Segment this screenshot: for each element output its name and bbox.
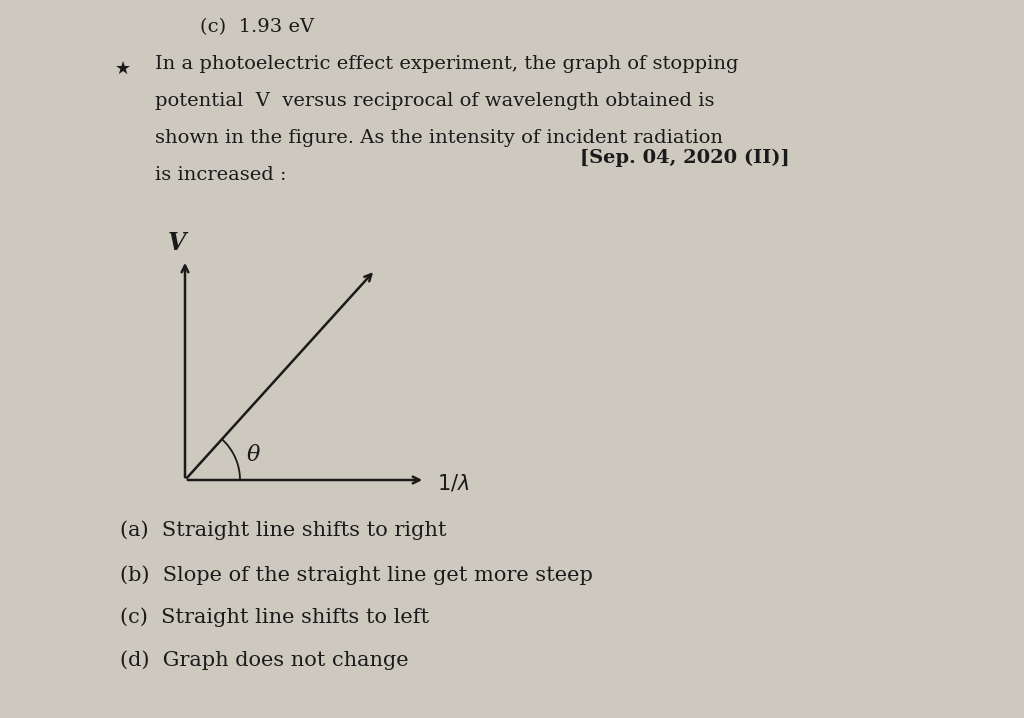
- Text: (c)  Straight line shifts to left: (c) Straight line shifts to left: [120, 607, 429, 627]
- Text: is increased :: is increased :: [155, 166, 287, 184]
- Text: θ: θ: [247, 444, 260, 465]
- Text: ★: ★: [115, 60, 131, 78]
- Text: V: V: [168, 231, 186, 255]
- Text: (a)  Straight line shifts to right: (a) Straight line shifts to right: [120, 520, 446, 540]
- Text: $1/\lambda$: $1/\lambda$: [437, 472, 469, 493]
- Text: [Sep. 04, 2020 (II)]: [Sep. 04, 2020 (II)]: [580, 149, 790, 167]
- Text: shown in the figure. As the intensity of incident radiation: shown in the figure. As the intensity of…: [155, 129, 723, 147]
- Text: potential  V  versus reciprocal of wavelength obtained is: potential V versus reciprocal of wavelen…: [155, 92, 715, 110]
- Text: (b)  Slope of the straight line get more steep: (b) Slope of the straight line get more …: [120, 565, 593, 584]
- Text: In a photoelectric effect experiment, the graph of stopping: In a photoelectric effect experiment, th…: [155, 55, 738, 73]
- Text: (c)  1.93 eV: (c) 1.93 eV: [200, 18, 314, 36]
- Text: (d)  Graph does not change: (d) Graph does not change: [120, 650, 409, 670]
